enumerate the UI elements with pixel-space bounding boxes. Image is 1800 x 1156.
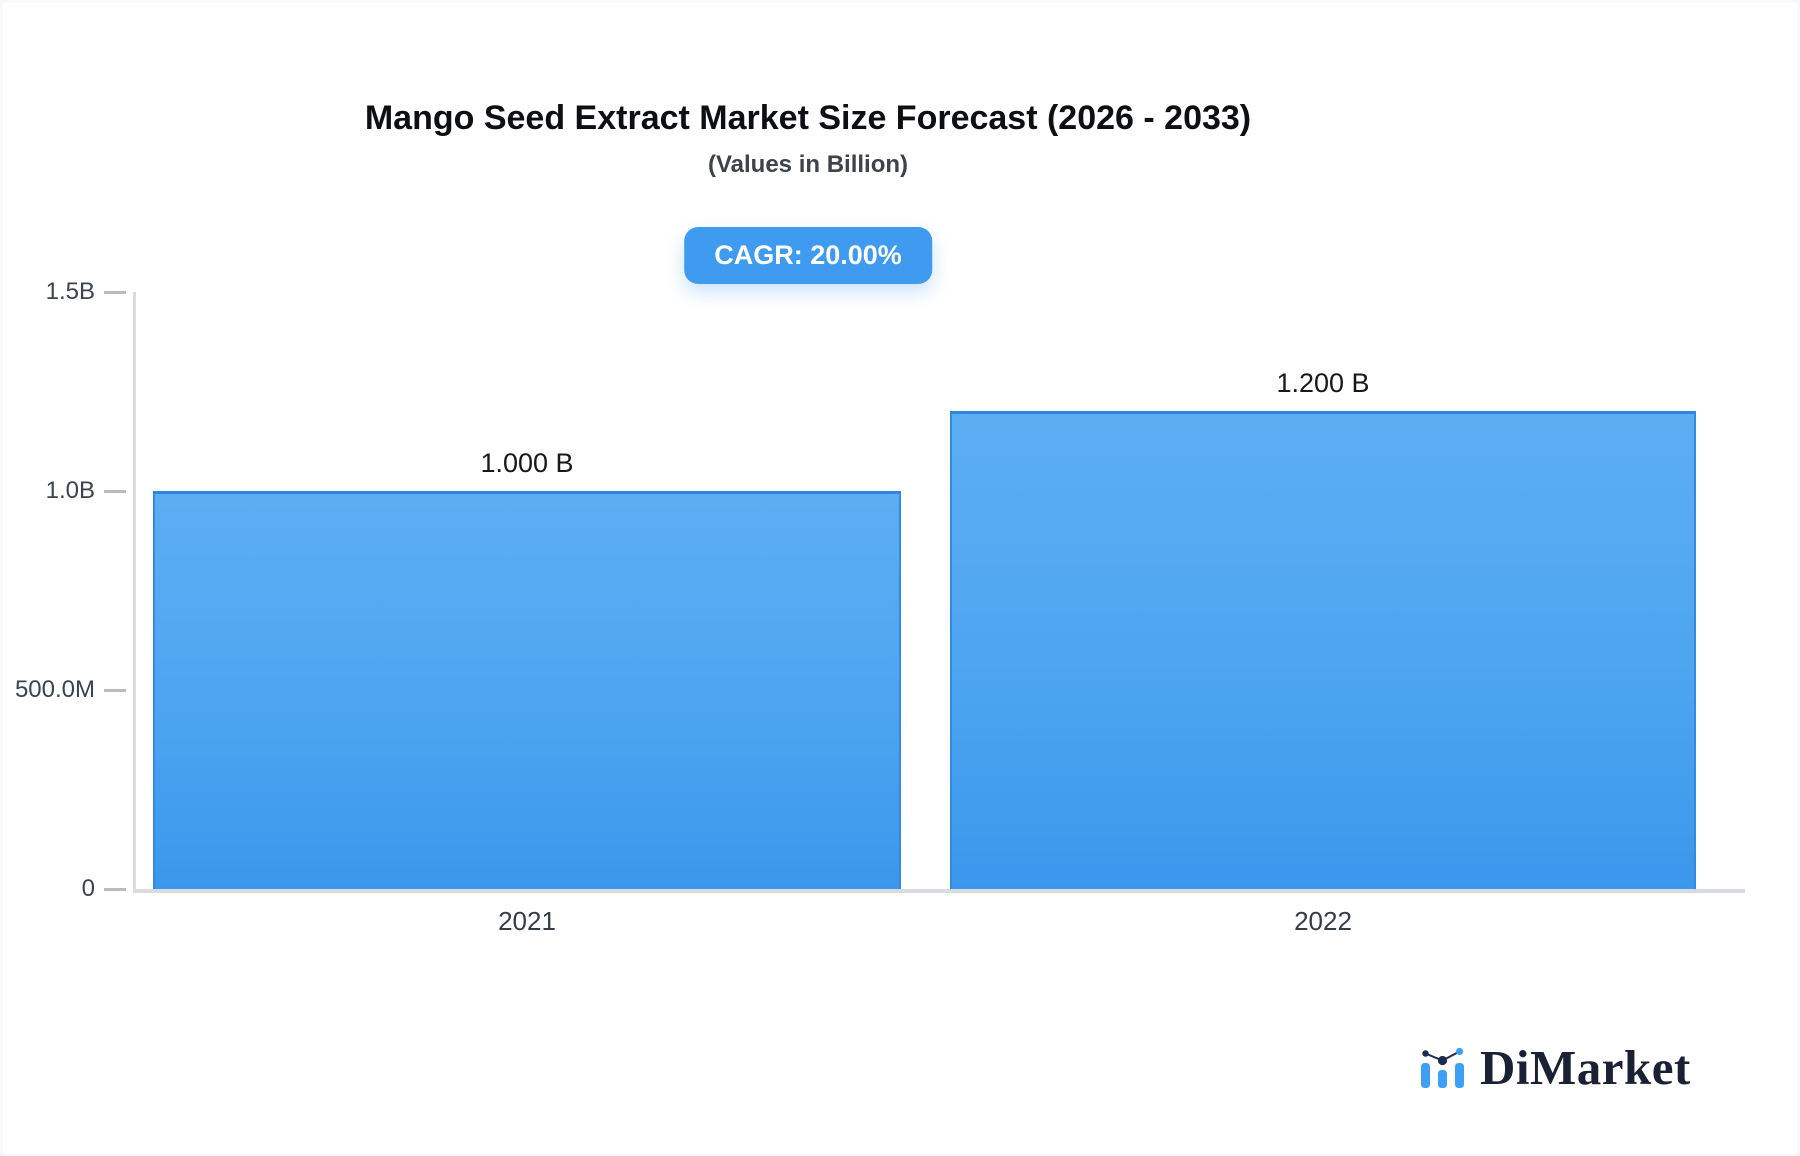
bar-value-label: 1.200 B xyxy=(1276,368,1370,398)
y-tick-dash xyxy=(104,291,126,294)
dimarket-logo: DiMarket xyxy=(1419,1040,1691,1095)
y-tick-dash xyxy=(104,888,126,891)
cagr-badge: CAGR: 20.00% xyxy=(684,227,932,284)
dimarket-logo-text: DiMarket xyxy=(1480,1040,1691,1095)
bar-fill xyxy=(153,491,901,889)
x-axis-line xyxy=(133,889,1745,893)
bar-value-label: 1.000 B xyxy=(480,448,574,478)
y-tick-label: 1.0B xyxy=(45,477,95,504)
x-axis-label-2021: 2021 xyxy=(498,906,556,936)
y-tick-label: 1.5B xyxy=(45,278,95,305)
bar-2021: 1.000 B xyxy=(153,292,901,889)
x-axis-label-2022: 2022 xyxy=(1294,906,1352,936)
y-tick-dash xyxy=(104,490,126,493)
y-tick-dash xyxy=(104,689,126,692)
bar-2022: 1.200 B xyxy=(950,292,1696,889)
chart-subtitle: (Values in Billion) xyxy=(707,151,909,178)
y-tick-label: 500.0M xyxy=(14,676,95,703)
chart-title: Mango Seed Extract Market Size Forecast … xyxy=(364,99,1252,137)
y-axis-line xyxy=(133,292,136,891)
bar-fill xyxy=(950,411,1696,889)
y-tick-label: 0 xyxy=(81,875,95,902)
dimarket-logo-icon xyxy=(1421,1047,1464,1089)
